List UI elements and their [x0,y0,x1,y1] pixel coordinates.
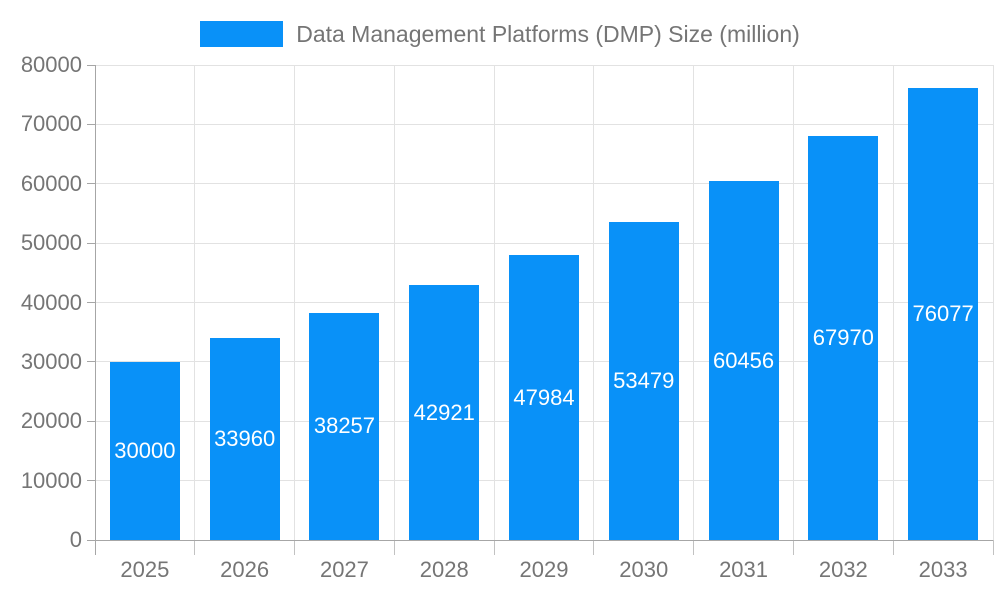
x-gridline [792,65,794,540]
bar-value-label: 60456 [712,347,775,373]
x-axis-tick-label: 2027 [319,557,369,582]
x-axis-tick [593,540,595,555]
x-gridline [992,65,994,540]
bar-2029: 47984 [509,255,579,540]
legend: Data Management Platforms (DMP) Size (mi… [0,20,1000,48]
x-axis-tick-label: 2029 [519,557,569,582]
bar-2032: 67970 [808,136,879,540]
y-axis-tick-label: 10000 [20,467,82,493]
y-axis-tick-label: 60000 [20,170,82,196]
x-axis-tick-label: 2030 [619,557,669,582]
bar-2026: 33960 [209,338,280,540]
x-axis-line [95,539,993,541]
y-gridline [95,64,993,66]
y-gridline [95,242,993,244]
y-axis-tick [87,302,95,303]
bar-value-label: 67970 [812,325,874,351]
bar-2027: 38257 [309,312,380,540]
y-axis-tick [87,64,95,66]
bar-2025: 30000 [109,361,180,540]
x-axis-tick [294,540,296,555]
x-gridline [294,65,296,540]
bar-value-label: 53479 [613,368,675,394]
x-axis-tick-label: 2031 [719,557,769,582]
y-axis-tick-label: 70000 [20,111,82,137]
x-axis-tick-label: 2026 [220,557,270,582]
x-gridline [194,65,196,540]
x-gridline [892,65,894,540]
y-axis-tick [87,361,95,363]
x-axis-tick [393,540,395,555]
y-axis-tick [87,420,95,422]
bar-value-label: 76077 [912,301,974,327]
y-axis-tick [87,183,95,185]
bar-2030: 53479 [608,222,679,540]
x-axis-tick [892,540,894,555]
x-axis-tick-label: 2025 [120,557,170,582]
x-axis-tick [194,540,196,555]
x-axis-tick [693,540,695,555]
y-gridline [95,183,993,185]
y-axis-tick [87,242,95,244]
bar-value-label: 38257 [313,413,376,439]
x-gridline [493,65,495,540]
x-axis-tick-label: 2028 [419,557,469,582]
legend-swatch [200,21,284,47]
y-axis-line [95,65,96,555]
y-axis-tick-label: 40000 [20,289,82,315]
bar-value-label: 30000 [114,437,176,463]
x-axis-tick [792,540,794,555]
bar-value-label: 42921 [413,399,475,425]
y-axis-tick-label: 80000 [20,52,82,77]
x-axis-tick [493,540,495,555]
y-gridline [95,123,993,125]
y-axis-tick [87,123,95,125]
y-axis-tick-label: 50000 [20,230,82,256]
legend-label: Data Management Platforms (DMP) Size (mi… [296,20,800,47]
y-axis-tick [87,539,95,541]
y-axis-tick-label: 30000 [20,348,82,374]
bar-2033: 76077 [908,88,979,540]
y-axis-tick [87,480,95,482]
y-axis-tick-label: 20000 [20,408,82,434]
bar-value-label: 47984 [513,384,575,410]
bar-2031: 60456 [708,181,779,540]
x-gridline [593,65,595,540]
x-gridline [393,65,395,540]
bar-value-label: 33960 [214,426,276,452]
x-gridline [693,65,695,540]
y-axis-tick-label: 0 [69,527,82,552]
x-axis-tick-label: 2032 [818,557,868,582]
x-axis-tick-label: 2033 [918,557,968,582]
bar-2028: 42921 [409,285,480,540]
x-axis-tick [992,540,994,555]
